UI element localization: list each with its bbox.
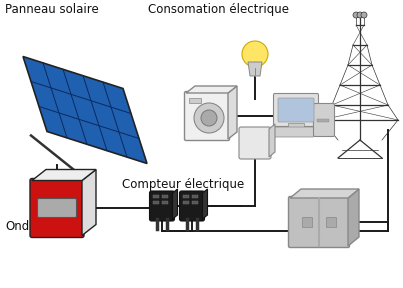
Circle shape: [242, 41, 268, 67]
Bar: [326, 217, 336, 227]
Text: Compteur électrique: Compteur électrique: [122, 178, 244, 191]
FancyBboxPatch shape: [37, 198, 77, 217]
Polygon shape: [32, 170, 96, 181]
Bar: [183, 201, 189, 204]
Bar: [162, 201, 168, 204]
Polygon shape: [290, 189, 359, 198]
Circle shape: [361, 12, 367, 18]
Bar: [192, 201, 198, 204]
Polygon shape: [348, 189, 359, 246]
Circle shape: [353, 12, 359, 18]
Circle shape: [357, 12, 363, 18]
Bar: [302, 217, 312, 227]
Bar: [192, 195, 198, 198]
FancyBboxPatch shape: [274, 127, 314, 137]
FancyBboxPatch shape: [150, 191, 174, 221]
Polygon shape: [228, 86, 237, 139]
FancyBboxPatch shape: [278, 98, 314, 122]
Polygon shape: [82, 170, 96, 236]
FancyBboxPatch shape: [289, 196, 349, 247]
Polygon shape: [202, 189, 208, 219]
Text: Onduleur: Onduleur: [5, 220, 60, 233]
Bar: [153, 195, 159, 198]
FancyBboxPatch shape: [239, 127, 271, 159]
Bar: [317, 119, 329, 122]
FancyBboxPatch shape: [274, 94, 318, 126]
Polygon shape: [248, 62, 262, 76]
FancyBboxPatch shape: [30, 179, 84, 238]
Polygon shape: [269, 124, 275, 157]
Bar: [162, 195, 168, 198]
FancyBboxPatch shape: [185, 92, 229, 141]
Text: Panneau solaire: Panneau solaire: [5, 3, 99, 16]
Polygon shape: [172, 189, 177, 219]
Circle shape: [201, 110, 217, 126]
Bar: [288, 123, 304, 129]
Bar: [183, 195, 189, 198]
Text: Consomation électrique: Consomation électrique: [148, 3, 289, 16]
Polygon shape: [23, 56, 147, 164]
FancyBboxPatch shape: [179, 191, 204, 221]
Bar: [189, 98, 201, 103]
Bar: [153, 201, 159, 204]
Circle shape: [194, 103, 224, 133]
FancyBboxPatch shape: [314, 103, 334, 137]
Polygon shape: [186, 86, 237, 93]
